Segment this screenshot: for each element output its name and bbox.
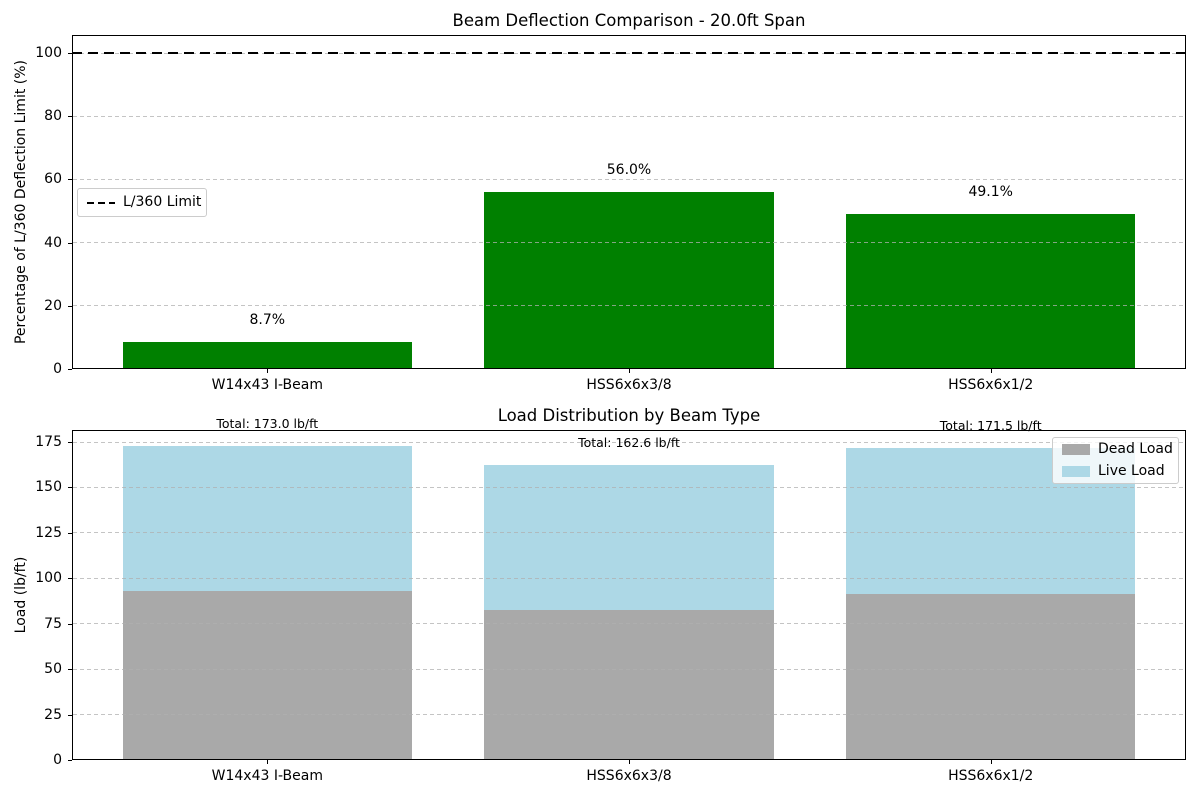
y-tick-label-50: 50	[44, 661, 62, 678]
x-tick-1	[629, 369, 630, 373]
y-tick-label-0: 0	[53, 752, 62, 768]
legend-color-swatch	[1062, 466, 1090, 477]
legend-color-swatch	[1062, 444, 1090, 455]
gridline-y-125	[73, 532, 1185, 534]
bar-0	[122, 341, 412, 368]
legend-label-1: Live Load	[1098, 463, 1165, 479]
bar-2-segment-0	[846, 593, 1136, 759]
legend-dashed-line-swatch	[87, 201, 115, 204]
bar-1-segment-1	[484, 464, 774, 610]
bar-1	[484, 192, 774, 368]
gridline-y-20	[73, 305, 1185, 307]
x-tick-0	[267, 369, 269, 373]
legend-label-0: Dead Load	[1098, 441, 1173, 457]
deflection-chart-title: Beam Deflection Comparison - 20.0ft Span	[452, 11, 806, 30]
bar-value-label-1: 56.0%	[606, 162, 652, 179]
gridline-y-75	[73, 623, 1185, 625]
y-tick-label-0: 0	[53, 361, 62, 377]
y-tick-label-80: 80	[44, 108, 62, 125]
gridline-y-40	[73, 242, 1185, 244]
gridline-y-50	[73, 668, 1185, 670]
y-tick-0	[68, 369, 72, 370]
x-tick-0	[267, 760, 269, 764]
y-tick-50	[68, 669, 72, 671]
legend-entry-0: Dead Load	[1062, 441, 1173, 458]
y-tick-label-60: 60	[44, 171, 62, 188]
limit-reference-line	[72, 52, 1186, 54]
legend-entry-0: L/360 Limit	[87, 194, 201, 211]
legend: Dead Load Live Load	[1052, 437, 1179, 484]
y-tick-label-40: 40	[44, 234, 62, 251]
bar-1-segment-0	[484, 609, 774, 759]
legend: L/360 Limit	[77, 188, 207, 217]
gridline-y-80	[73, 115, 1185, 117]
y-tick-label-125: 125	[35, 524, 62, 541]
y-tick-125	[68, 532, 72, 534]
y-tick-label-20: 20	[44, 297, 62, 314]
total-label-1: Total: 162.6 lb/ft	[578, 434, 680, 450]
y-tick-0	[68, 760, 72, 761]
legend-entry-1: Live Load	[1062, 463, 1169, 480]
y-tick-80	[68, 116, 72, 118]
y-tick-175	[68, 442, 72, 444]
bar-value-label-0: 8.7%	[249, 311, 286, 328]
y-tick-20	[68, 305, 72, 307]
gridline-y-25	[73, 714, 1185, 716]
bar-0-segment-1	[122, 445, 412, 592]
y-tick-label-25: 25	[44, 706, 62, 723]
x-tick-label-0: W14x43 I-Beam	[211, 377, 323, 393]
gridline-y-60	[73, 178, 1185, 180]
y-tick-150	[68, 487, 72, 489]
x-tick-1	[629, 760, 630, 764]
x-tick-label-0: W14x43 I-Beam	[211, 768, 323, 784]
x-tick-2	[990, 760, 992, 764]
gridline-y-100	[73, 577, 1185, 579]
total-label-0: Total: 173.0 lb/ft	[216, 415, 319, 431]
y-tick-40	[68, 242, 72, 244]
x-tick-label-1: HSS6x6x3/8	[586, 768, 672, 784]
x-tick-2	[990, 369, 992, 373]
legend-label-0: L/360 Limit	[123, 194, 202, 210]
x-tick-label-1: HSS6x6x3/8	[586, 377, 672, 393]
y-tick-label-150: 150	[35, 479, 62, 496]
load-chart-title: Load Distribution by Beam Type	[497, 406, 761, 425]
bar-0-segment-0	[122, 591, 412, 759]
x-tick-label-2: HSS6x6x1/2	[948, 377, 1034, 393]
bar-2	[846, 213, 1136, 368]
x-tick-label-2: HSS6x6x1/2	[948, 768, 1034, 784]
y-tick-60	[68, 179, 72, 181]
y-tick-25	[68, 714, 72, 716]
bar-value-label-2: 49.1%	[968, 183, 1013, 200]
y-tick-100	[68, 53, 72, 54]
gridline-y-150	[73, 486, 1185, 488]
y-tick-100	[68, 578, 72, 580]
total-label-2: Total: 171.5 lb/ft	[939, 418, 1042, 434]
y-tick-label-100: 100	[35, 45, 62, 61]
y-tick-label-175: 175	[35, 434, 62, 451]
y-tick-label-100: 100	[35, 570, 62, 587]
y-tick-75	[68, 623, 72, 625]
y-tick-label-75: 75	[44, 615, 62, 632]
gridline-y-175	[73, 441, 1185, 443]
